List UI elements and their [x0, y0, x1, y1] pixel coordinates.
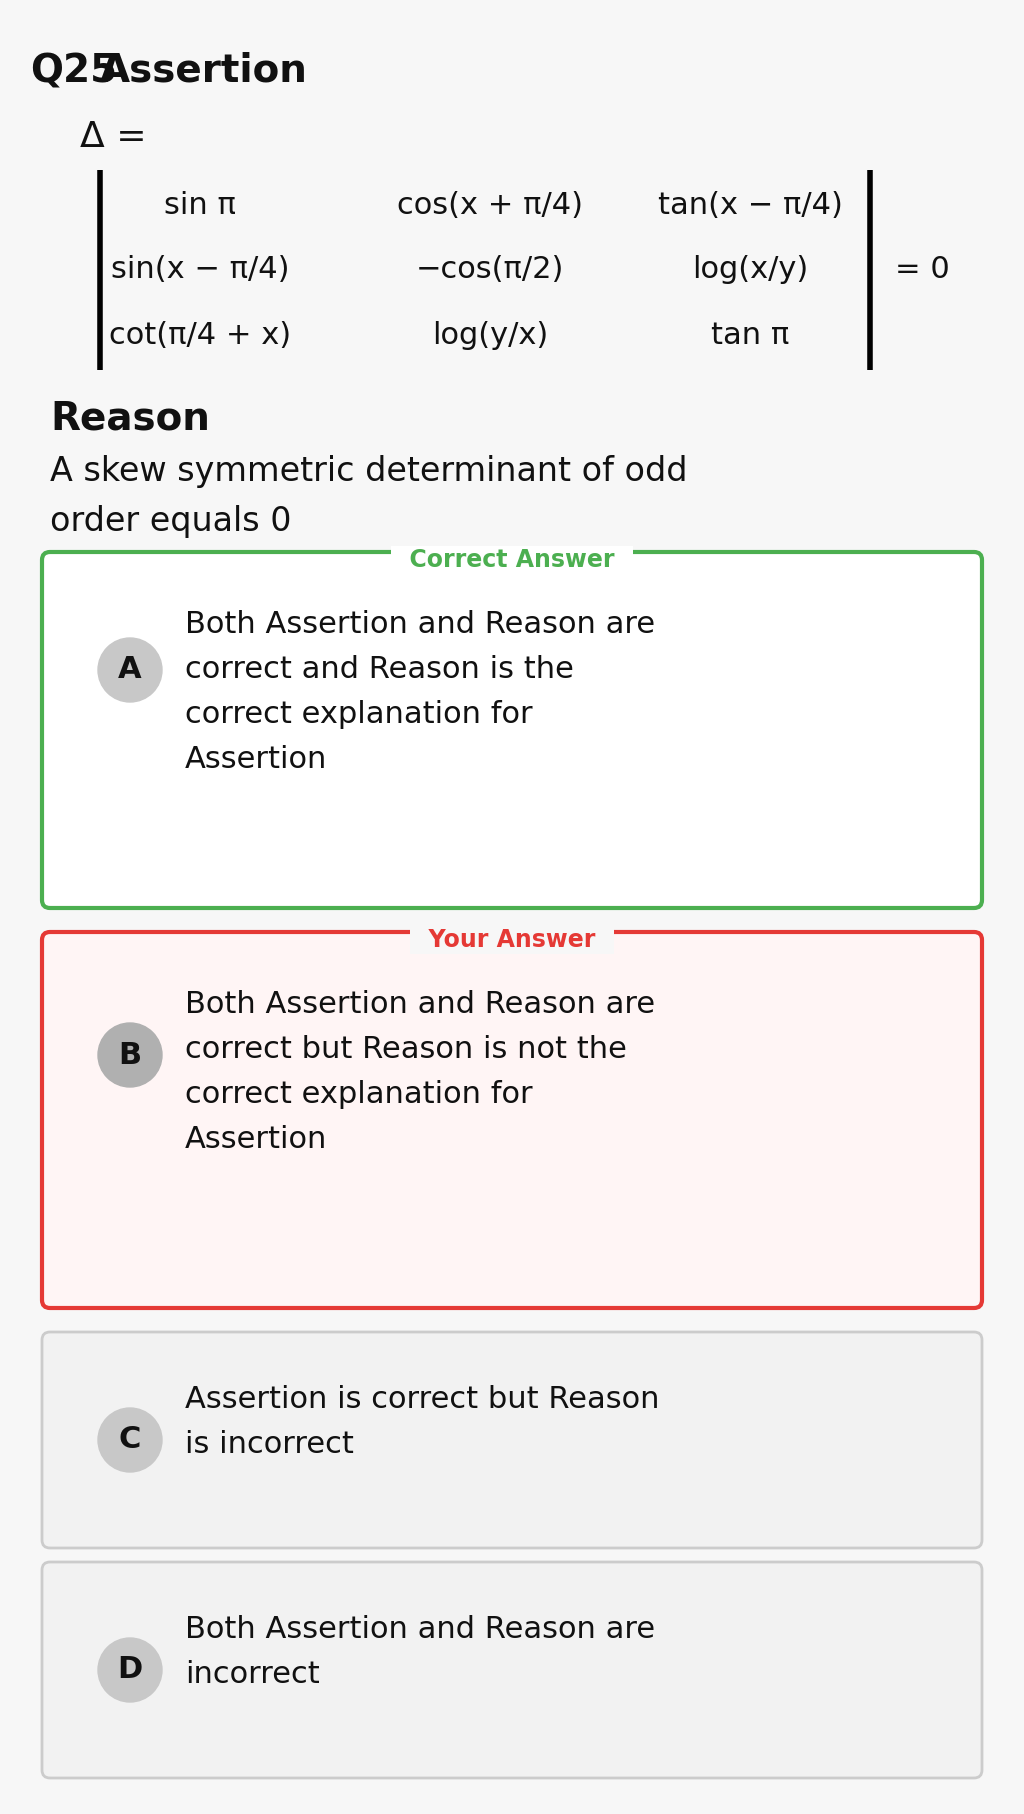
- Text: A: A: [118, 655, 141, 684]
- Text: cos(x + π/4): cos(x + π/4): [397, 190, 583, 219]
- Text: B: B: [119, 1041, 141, 1070]
- Text: Reason: Reason: [50, 401, 210, 437]
- Text: Assertion: Assertion: [100, 53, 308, 91]
- Text: tan π: tan π: [711, 321, 790, 350]
- Text: Correct Answer: Correct Answer: [393, 548, 631, 571]
- Text: A skew symmetric determinant of odd: A skew symmetric determinant of odd: [50, 455, 687, 488]
- Text: C: C: [119, 1426, 141, 1455]
- Text: cot(π/4 + x): cot(π/4 + x): [109, 321, 291, 350]
- Text: log(y/x): log(y/x): [432, 321, 548, 350]
- Text: order equals 0: order equals 0: [50, 504, 292, 539]
- Text: Δ =: Δ =: [80, 120, 146, 154]
- Text: Both Assertion and Reason are
correct and Reason is the
correct explanation for
: Both Assertion and Reason are correct an…: [185, 610, 655, 775]
- Text: = 0: = 0: [895, 256, 949, 285]
- Text: sin(x − π/4): sin(x − π/4): [111, 256, 289, 285]
- FancyBboxPatch shape: [42, 1562, 982, 1778]
- FancyBboxPatch shape: [42, 551, 982, 909]
- Circle shape: [98, 1408, 162, 1471]
- Text: Your Answer: Your Answer: [412, 929, 612, 952]
- Text: tan(x − π/4): tan(x − π/4): [657, 190, 843, 219]
- Text: D: D: [118, 1656, 142, 1685]
- Circle shape: [98, 1638, 162, 1702]
- Circle shape: [98, 1023, 162, 1087]
- Text: sin π: sin π: [164, 190, 236, 219]
- Text: Both Assertion and Reason are
incorrect: Both Assertion and Reason are incorrect: [185, 1614, 655, 1689]
- Circle shape: [98, 639, 162, 702]
- Text: Both Assertion and Reason are
correct but Reason is not the
correct explanation : Both Assertion and Reason are correct bu…: [185, 990, 655, 1154]
- Text: Assertion is correct but Reason
is incorrect: Assertion is correct but Reason is incor…: [185, 1386, 659, 1458]
- Text: Q25: Q25: [30, 53, 117, 91]
- FancyBboxPatch shape: [42, 932, 982, 1308]
- FancyBboxPatch shape: [42, 1331, 982, 1547]
- Text: log(x/y): log(x/y): [692, 256, 808, 285]
- Text: −cos(π/2): −cos(π/2): [416, 256, 564, 285]
